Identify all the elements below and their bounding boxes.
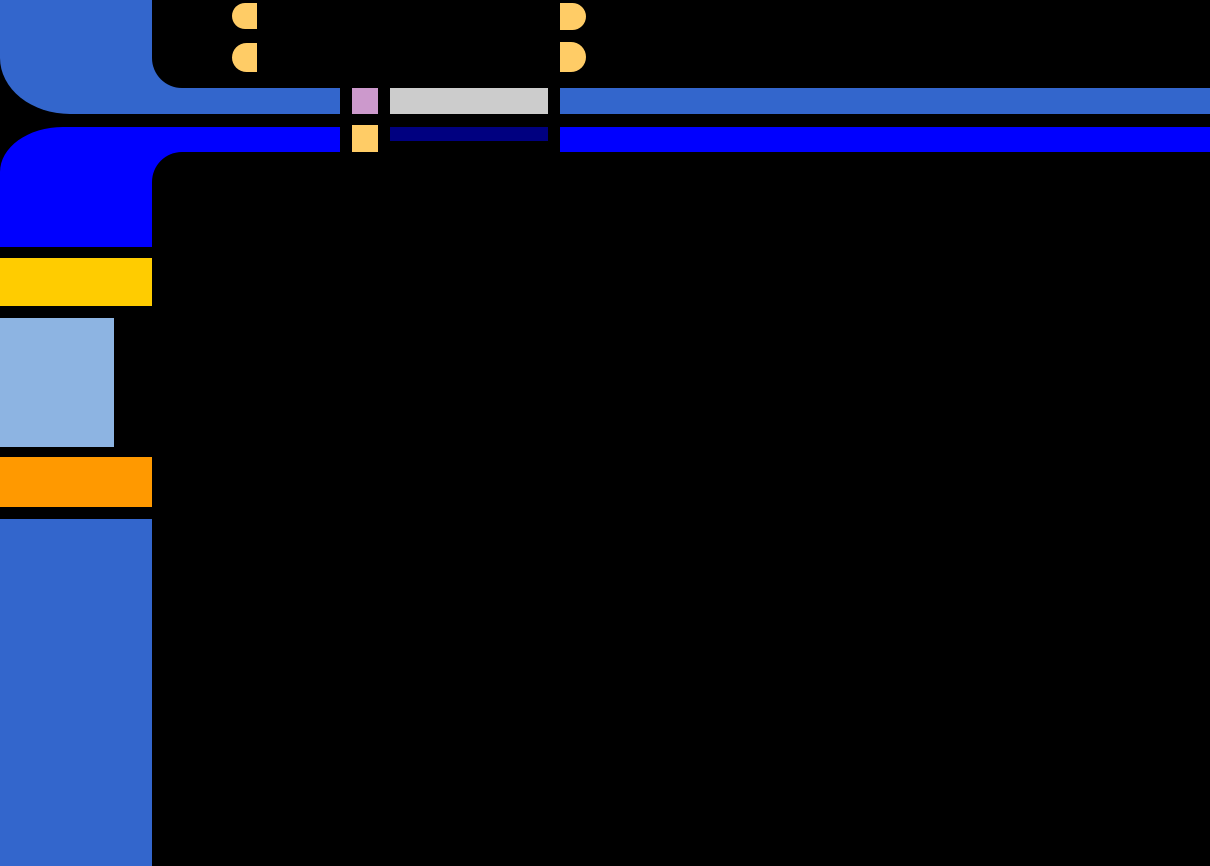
sidebar-pale-blue-button[interactable]	[0, 318, 114, 447]
gray-display-segment[interactable]	[390, 88, 548, 114]
sand-key-button[interactable]	[352, 125, 378, 152]
end-cap-right-bottom	[560, 42, 586, 72]
end-cap-left-bottom	[232, 43, 257, 72]
sidebar-gold-button[interactable]	[0, 258, 152, 306]
navy-display-segment[interactable]	[390, 127, 548, 141]
second-elbow-inner-corner	[152, 152, 340, 247]
purple-key-button[interactable]	[352, 88, 378, 114]
second-bar-right-segment	[560, 127, 1210, 152]
sidebar-orange-button[interactable]	[0, 457, 152, 507]
second-elbow	[0, 127, 340, 247]
end-cap-left-top	[232, 3, 257, 29]
sidebar-bottom-column	[0, 519, 152, 866]
top-bar-right-segment	[560, 88, 1210, 114]
end-cap-right-top	[560, 3, 586, 30]
top-elbow	[0, 0, 340, 114]
